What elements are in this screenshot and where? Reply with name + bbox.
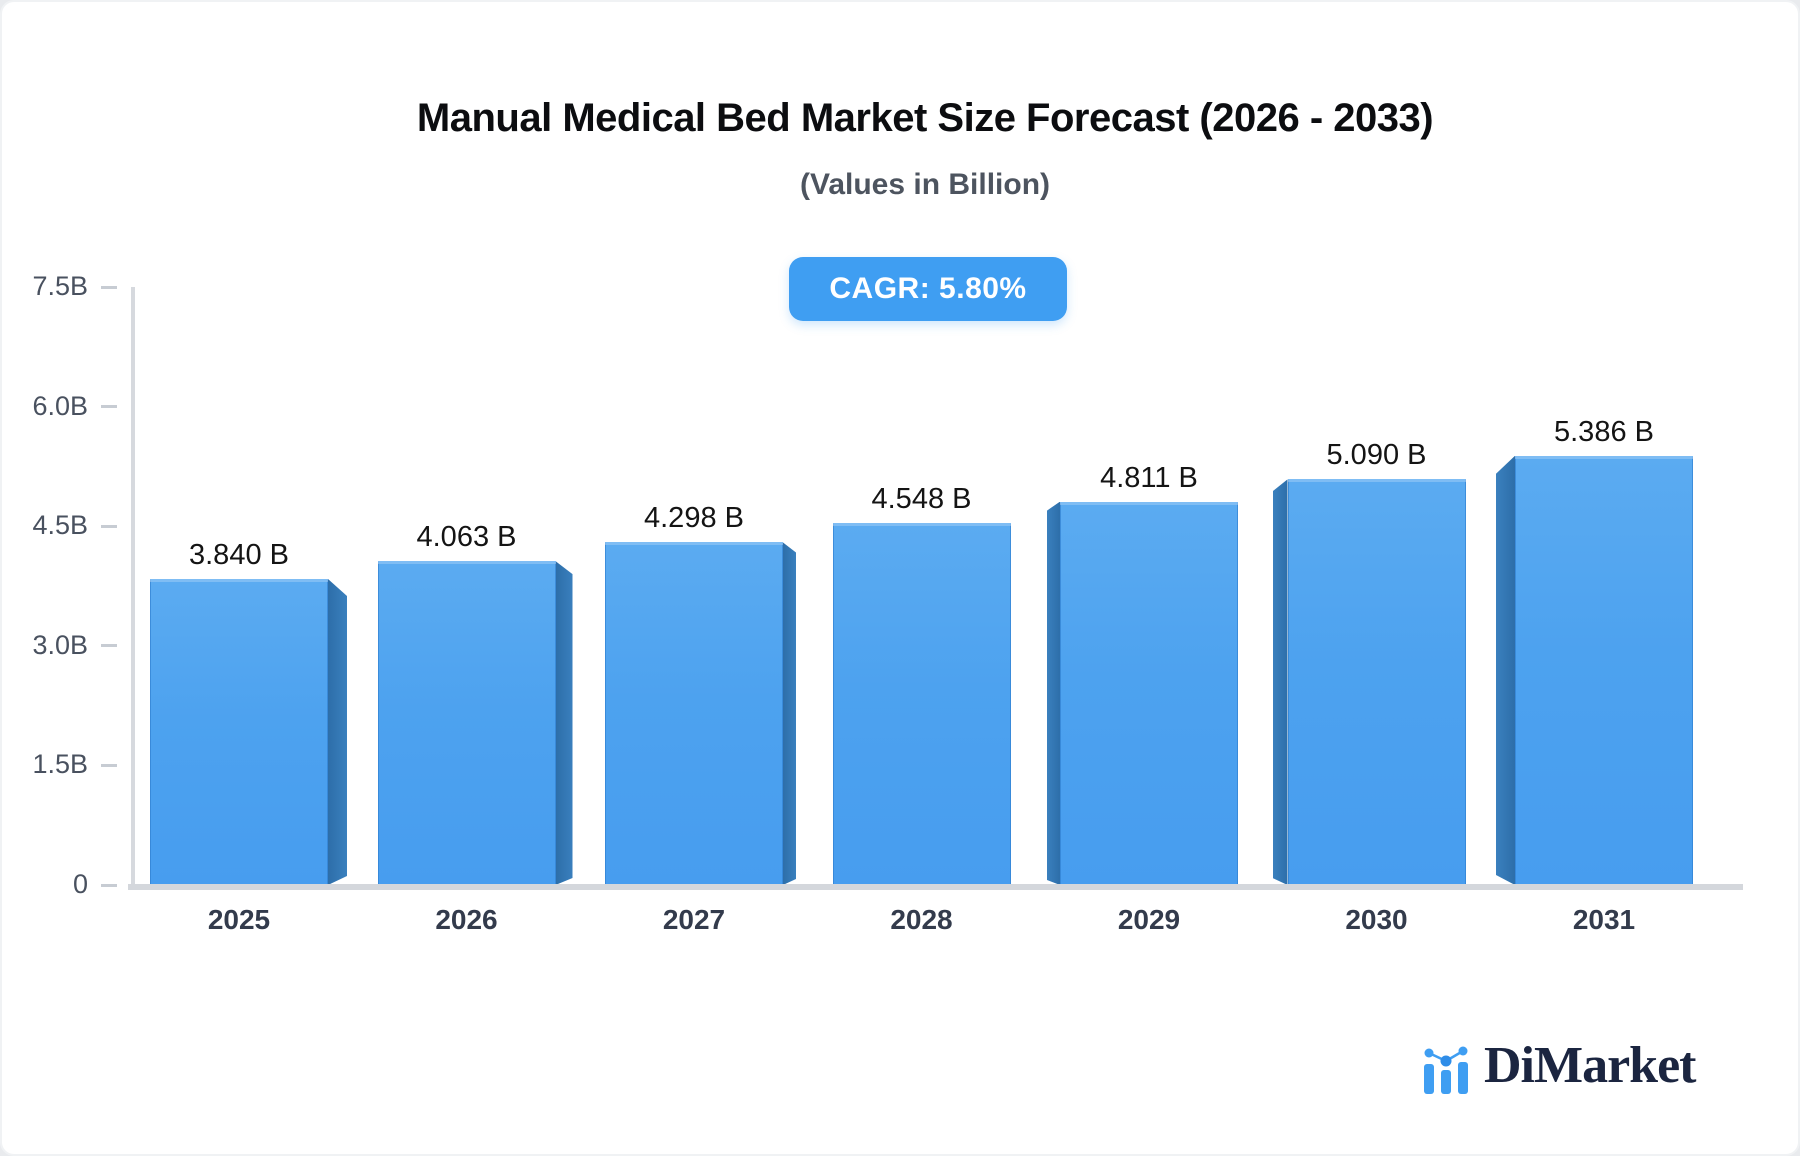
bar-2031[interactable] [1515,455,1693,885]
y-tick-label: 6.0B [32,390,88,421]
x-category-label: 2028 [890,904,953,935]
x-category-label: 2025 [207,904,271,935]
bar-side-face-2031 [1496,456,1515,885]
bar-value-label: 4.298 B [644,502,744,535]
y-tick-label: 4.5B [32,510,88,541]
bar-2025[interactable] [150,578,328,885]
bar-value-label: 5.090 B [1326,439,1427,472]
x-category-label: 2029 [1117,904,1181,935]
brand-logo: DiMarket [1422,1037,1696,1094]
bar-2030[interactable] [1287,479,1466,885]
cagr-badge: CAGR: 5.80% [789,257,1067,321]
bar-side-face-2029 [1047,502,1060,885]
y-tick-mark [101,405,117,409]
bar-value-label: 4.811 B [1100,461,1198,494]
y-tick-mark [101,883,117,887]
bar-side-face-2030 [1273,479,1288,885]
y-tick-label: 0 [72,869,88,899]
y-tick-mark [101,285,117,289]
bar-2026[interactable] [377,561,556,885]
chart-title: Manual Medical Bed Market Size Forecast … [416,96,1434,140]
bar-value-label: 4.548 B [871,482,972,515]
bar-2027[interactable] [605,542,783,885]
y-tick-mark [101,763,117,767]
bar-side-face-2027 [783,542,796,885]
chart-subtitle: (Values in Billion) [799,168,1051,201]
header: Manual Medical Bed Market Size Forecast … [125,0,1725,1156]
bar-value-label: 5.386 B [1554,415,1654,448]
mini-bar-chart-icon [1424,1046,1468,1094]
bar-value-label: 3.840 B [189,538,289,571]
bar-2028[interactable] [832,522,1011,885]
y-tick-label: 3.0B [32,629,88,660]
x-axis-baseline [128,884,1743,890]
bar-side-face-2025 [328,579,347,885]
x-category-label: 2026 [435,904,498,935]
x-category-label: 2031 [1572,904,1636,935]
x-category-label: 2027 [662,904,726,935]
bar-2029[interactable] [1060,501,1238,885]
bar-value-label: 4.063 B [416,521,517,554]
y-tick-label: 1.5B [32,749,88,780]
x-category-label: 2030 [1345,904,1408,935]
brand-name: DiMarket [1484,1037,1696,1094]
y-axis-line [131,287,135,887]
y-tick-label: 7.5B [32,271,88,302]
y-tick-mark [101,644,117,648]
cagr-badge-label: CAGR: 5.80% [829,272,1027,305]
y-tick-mark [101,524,117,528]
bar-side-face-2026 [556,561,573,885]
